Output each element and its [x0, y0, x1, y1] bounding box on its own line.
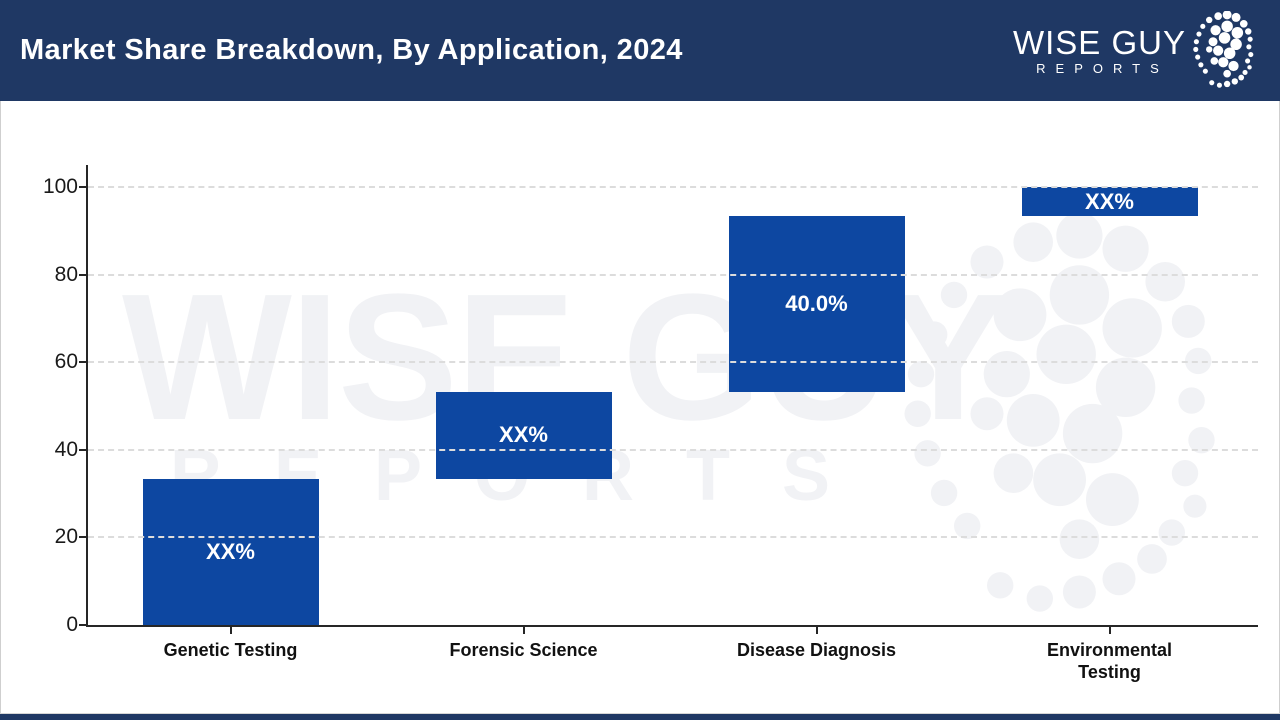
bar-genetic-testing: XX% — [142, 479, 319, 625]
y-tick-mark — [79, 624, 86, 626]
wise-guy-logo: WISE GUY REPORTS — [1013, 10, 1254, 91]
y-tick-label: 40 — [54, 437, 78, 461]
watermark-head-icon — [904, 212, 1215, 612]
x-tick-mark — [522, 627, 525, 634]
x-tick-mark — [229, 627, 232, 634]
y-tick-mark — [79, 536, 86, 539]
x-category-label: Forensic Science — [449, 640, 598, 660]
bar-disease-diagnosis: 40.0% — [728, 216, 905, 392]
bar-value-label: 40.0% — [785, 290, 848, 316]
logo-wordmark: WISE GUY — [1012, 24, 1186, 61]
y-tick-label: 80 — [54, 262, 78, 286]
gridline — [88, 186, 1258, 188]
y-tick-label: 0 — [66, 613, 78, 636]
y-tick-label: 60 — [54, 350, 78, 374]
y-tick-mark — [79, 448, 86, 451]
bar-value-label: XX% — [206, 539, 255, 565]
bar-value-label: XX% — [1085, 188, 1134, 214]
bottom-hairline — [0, 713, 1280, 714]
y-axis — [86, 165, 88, 627]
header: Market Share Breakdown, By Application, … — [0, 0, 1280, 101]
gridline — [88, 361, 1258, 364]
gridline — [88, 448, 1258, 451]
x-tick-mark — [1108, 627, 1111, 634]
chart-title: Market Share Breakdown, By Application, … — [20, 34, 683, 66]
y-tick-mark — [79, 361, 86, 364]
logo-wordmark-block: WISE GUY REPORTS — [1013, 26, 1186, 75]
gridline — [88, 536, 1258, 539]
logo-subtext: REPORTS — [1036, 61, 1169, 76]
x-axis — [86, 625, 1258, 627]
logo-head-icon — [1193, 10, 1254, 88]
bar-environmental-testing: XX% — [1021, 187, 1198, 217]
bar-value-label: XX% — [499, 422, 548, 448]
x-category-label: Disease Diagnosis — [736, 640, 897, 660]
x-category-label: Genetic Testing — [163, 640, 298, 660]
bar-forensic-science: XX% — [435, 391, 612, 480]
gridline — [88, 273, 1258, 276]
footer-bar — [0, 714, 1280, 720]
x-tick-mark — [815, 627, 818, 634]
x-category-label: Environmental Testing — [1046, 640, 1173, 682]
y-tick-mark — [79, 273, 86, 276]
y-tick-label: 100 — [42, 175, 78, 198]
y-tick-mark — [79, 186, 86, 188]
y-tick-label: 20 — [54, 525, 78, 549]
